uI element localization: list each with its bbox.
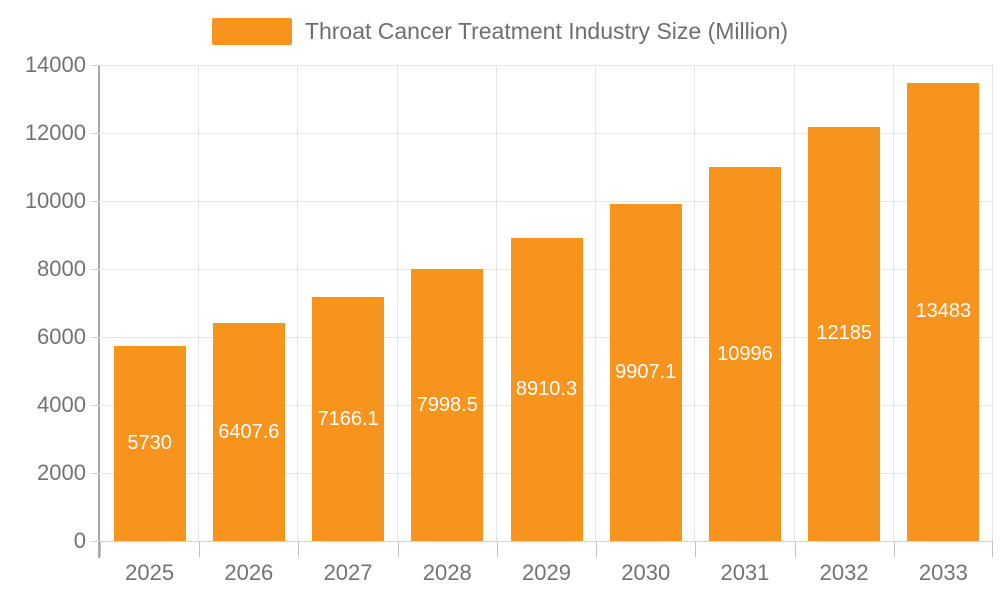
v-gridline (694, 65, 696, 541)
legend: Throat Cancer Treatment Industry Size (M… (0, 14, 1000, 48)
bar: 10996 (708, 167, 781, 541)
x-axis-label: 2032 (819, 560, 869, 585)
x-axis-tick (596, 542, 598, 557)
v-gridline (892, 65, 894, 541)
h-gridline (100, 201, 993, 202)
y-axis-label: 6000 (37, 324, 86, 349)
x-axis-tick (496, 542, 498, 557)
x-axis-tick (199, 542, 201, 557)
bar-value-label: 10996 (717, 342, 773, 365)
y-axis-tick (90, 405, 100, 406)
bar-value-label: 5730 (127, 432, 172, 455)
bar-value-label: 12185 (816, 322, 872, 345)
v-gridline (297, 65, 299, 541)
y-axis-tick (90, 201, 100, 202)
y-axis-tick (90, 133, 100, 134)
x-axis-tick (794, 542, 796, 557)
x-axis-label: 2030 (621, 560, 671, 585)
y-axis-label: 4000 (37, 392, 86, 417)
x-axis-label: 2025 (125, 560, 175, 585)
x-axis-tick (298, 542, 300, 557)
x-axis-label: 2031 (720, 560, 770, 585)
x-axis-tick (397, 542, 399, 557)
bar-value-label: 9907.1 (615, 361, 677, 384)
v-gridline (793, 65, 795, 541)
y-axis-label: 14000 (24, 52, 86, 77)
bar-value-label: 13483 (915, 300, 972, 323)
x-axis-tick (893, 542, 895, 557)
bar: 7998.5 (411, 269, 484, 541)
y-axis-line (98, 65, 100, 558)
y-axis-tick (90, 541, 100, 542)
x-axis-tick (695, 542, 697, 557)
y-axis-label: 10000 (24, 188, 86, 213)
y-axis-label: 8000 (37, 256, 86, 281)
bar: 8910.3 (510, 238, 583, 541)
bar-value-label: 8910.3 (515, 378, 578, 401)
bar-value-label: 6407.6 (218, 420, 280, 443)
bar: 13483 (907, 82, 980, 541)
y-axis-tick (90, 473, 100, 474)
h-gridline (100, 65, 993, 66)
h-gridline (100, 133, 993, 134)
y-axis-label: 0 (73, 528, 86, 553)
x-axis-tick (992, 542, 993, 557)
y-axis-label: 2000 (37, 460, 86, 485)
bar: 6407.6 (212, 323, 285, 541)
v-gridline (992, 65, 993, 541)
plot-area: 5730 6407.6 7166.1 7998.5 8910.3 9907.1 10996 1… (100, 65, 993, 585)
bar: 7166.1 (312, 297, 385, 541)
x-axis-label: 2026 (224, 560, 274, 585)
y-axis-tick (90, 269, 100, 270)
v-gridline (495, 65, 497, 541)
v-gridline (198, 65, 200, 541)
x-axis-tick (100, 542, 101, 557)
v-gridline (595, 65, 597, 541)
bar: 12185 (808, 126, 881, 541)
v-gridline (396, 65, 398, 541)
legend-item[interactable]: Throat Cancer Treatment Industry Size (M… (211, 14, 789, 48)
legend-swatch-icon (211, 17, 292, 45)
bar: 5730 (113, 346, 186, 541)
x-axis-label: 2033 (918, 560, 968, 585)
y-axis-label: 12000 (24, 120, 86, 145)
bar: 9907.1 (609, 204, 682, 541)
x-axis-label: 2028 (422, 560, 472, 585)
y-axis-tick (90, 65, 100, 66)
bar-value-label: 7998.5 (416, 393, 478, 416)
x-axis-label: 2027 (323, 560, 373, 585)
y-axis-tick (90, 337, 100, 338)
x-axis-line (100, 541, 993, 542)
legend-label: Throat Cancer Treatment Industry Size (M… (304, 18, 789, 44)
x-axis-label: 2029 (522, 560, 571, 585)
bar-value-label: 7166.1 (317, 407, 379, 430)
